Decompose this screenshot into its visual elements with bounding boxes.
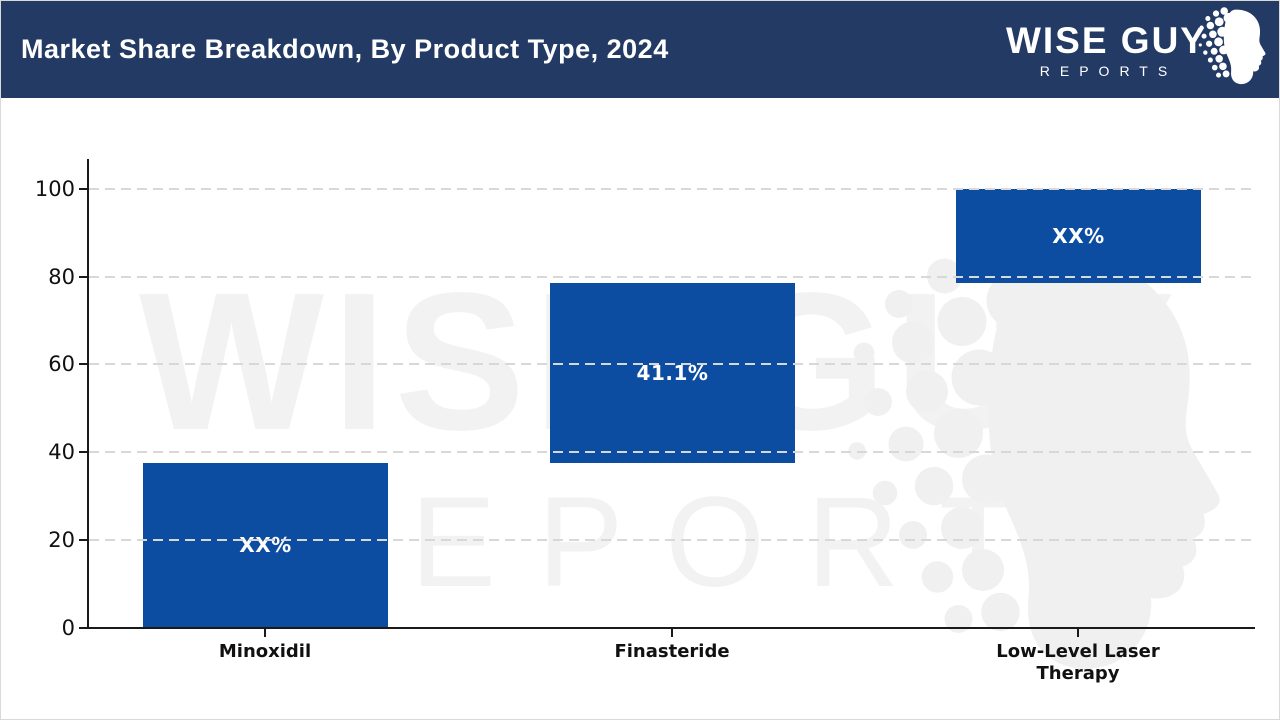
gridline-60 (89, 363, 1254, 366)
y-tick-mark-100 (79, 188, 87, 190)
bar-value-label: XX% (1052, 224, 1105, 248)
x-tick-mark-1 (671, 629, 673, 637)
y-tick-label-60: 60 (48, 352, 75, 377)
x-tick-mark-0 (264, 629, 266, 637)
logo-face-icon (1198, 7, 1266, 85)
y-tick-label-0: 0 (61, 615, 75, 640)
x-axis-line (87, 627, 1255, 629)
bar-minoxidil: XX% (143, 463, 388, 627)
logo-reports-text: REPORTS (1039, 62, 1178, 79)
y-tick-mark-40 (79, 451, 87, 454)
logo-text: WISE GUY REPORTS (1006, 22, 1207, 79)
chart-title: Market Share Breakdown, By Product Type,… (21, 34, 669, 64)
y-tick-label-100: 100 (34, 177, 75, 201)
x-tick-label-low-level-laser-therapy: Low-Level Laser Therapy (996, 641, 1160, 684)
gridline-80 (89, 275, 1254, 278)
y-axis-line (87, 159, 89, 629)
wise-guy-reports-logo: WISE GUY REPORTS (1006, 4, 1273, 96)
y-tick-label-20: 20 (48, 527, 75, 552)
y-tick-label-40: 40 (48, 440, 75, 465)
y-tick-mark-60 (79, 363, 87, 366)
x-tick-label-minoxidil: Minoxidil (218, 641, 312, 662)
gridline-100 (89, 188, 1254, 190)
gridline-20 (89, 538, 1254, 541)
logo-wiseguy-text: WISE GUY (1005, 19, 1207, 61)
y-tick-mark-20 (79, 538, 87, 541)
bar-low-level-laser-therapy: XX% (956, 189, 1201, 283)
y-tick-mark-80 (79, 275, 87, 278)
y-tick-label-80: 80 (48, 264, 75, 289)
bar-value-label: XX% (239, 533, 292, 557)
header-bar: Market Share Breakdown, By Product Type,… (1, 1, 1279, 98)
y-tick-mark-0 (79, 626, 87, 629)
gridline-40 (89, 451, 1254, 454)
bar-finasteride: 41.1% (550, 283, 795, 463)
x-tick-mark-2 (1077, 629, 1079, 637)
x-tick-label-finasteride: Finasteride (614, 641, 730, 662)
